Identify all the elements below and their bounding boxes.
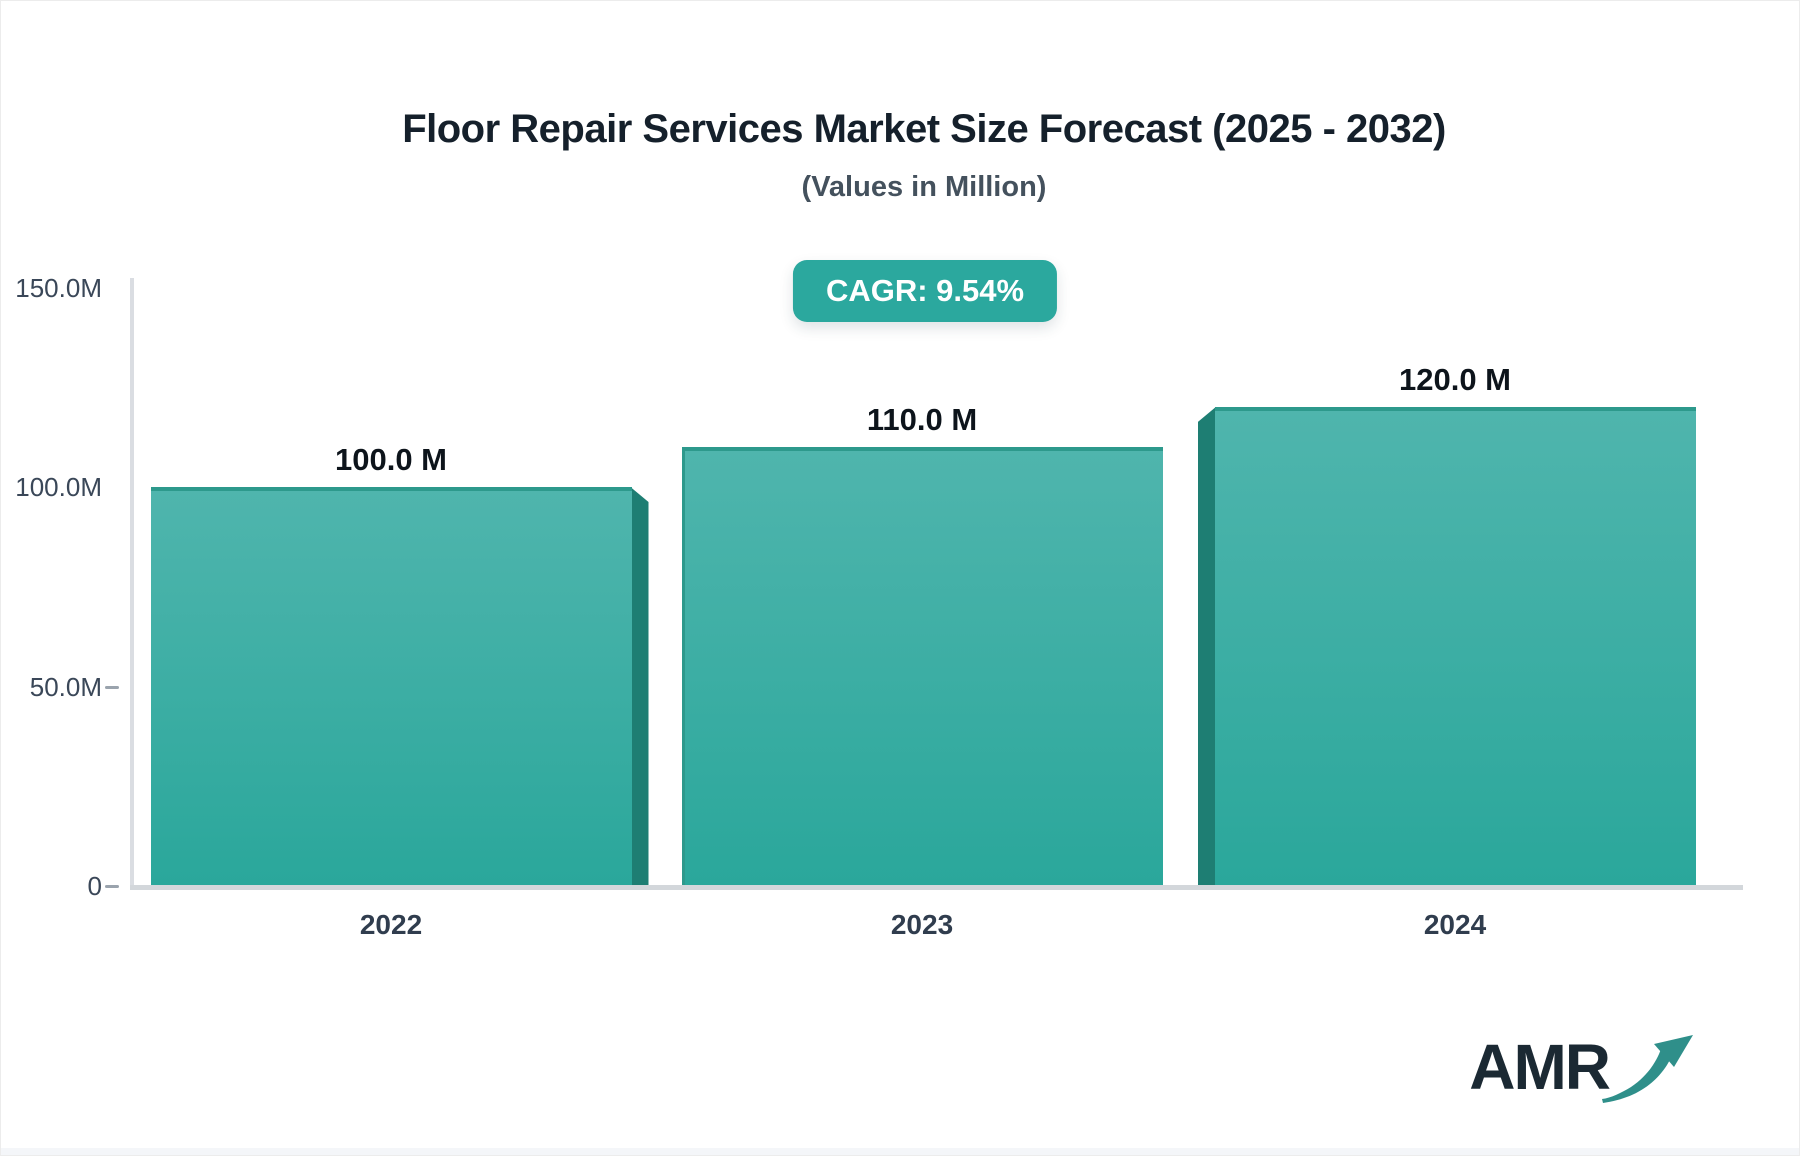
y-axis-line <box>130 278 134 890</box>
amr-logo-text: AMR <box>1469 1031 1611 1103</box>
y-axis-tick-label: 100.0M <box>15 472 102 502</box>
x-axis-category-label: 2024 <box>1423 909 1487 940</box>
y-axis-tick-mark <box>105 885 119 888</box>
y-axis-tick-label: 0 <box>87 871 102 901</box>
x-axis-category-label: 2022 <box>359 909 423 940</box>
y-axis-tick-mark <box>105 685 119 689</box>
bar-side-shadow <box>630 487 649 886</box>
y-axis-tick-label: 150.0M <box>15 272 102 303</box>
bar-value-label: 120.0 M <box>1398 362 1512 398</box>
bar-side-shadow <box>1197 407 1216 886</box>
y-axis-tick-label: 50.0M <box>29 671 102 702</box>
bar-2024 <box>1214 407 1696 886</box>
amr-logo: AMR <box>1469 1025 1701 1109</box>
bar-value-label: 100.0 M <box>334 442 448 477</box>
x-axis-category-label: 2023 <box>890 909 954 940</box>
chart-title: Floor Repair Services Market Size Foreca… <box>402 107 1446 151</box>
growth-arrow-icon <box>1602 1035 1693 1103</box>
bar-value-label: 110.0 M <box>866 402 978 438</box>
chart-subtitle: (Values in Million) <box>801 171 1047 203</box>
cagr-badge: CAGR: 9.54% <box>792 260 1058 322</box>
bar-2022 <box>150 487 632 886</box>
x-axis-line <box>130 885 1743 890</box>
bottom-strip <box>1 1148 1799 1155</box>
bar-2023 <box>681 447 1163 886</box>
